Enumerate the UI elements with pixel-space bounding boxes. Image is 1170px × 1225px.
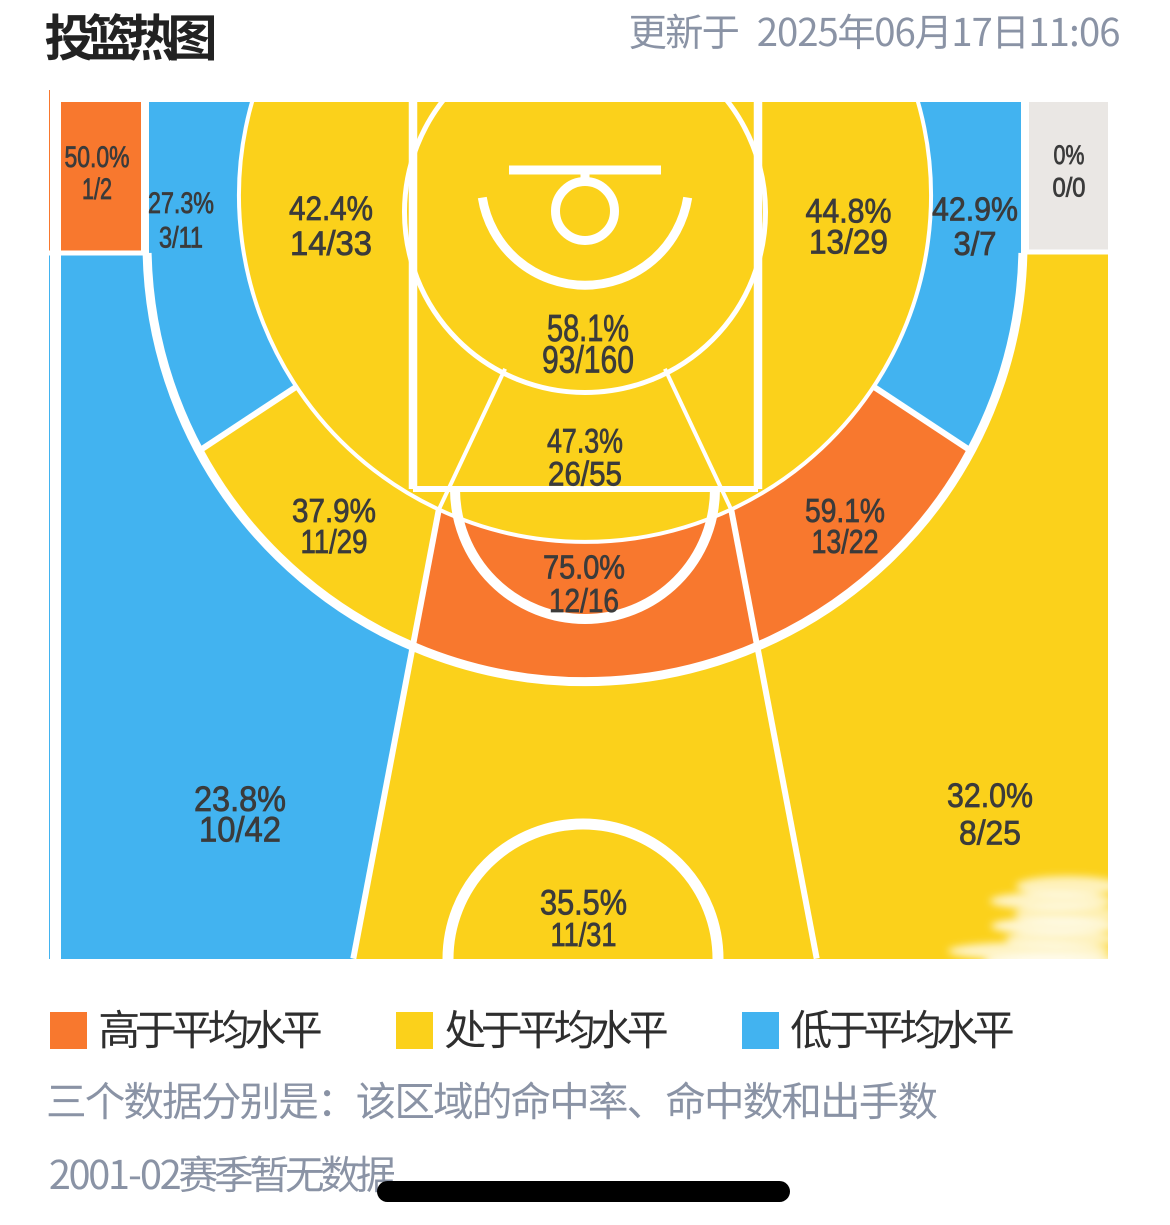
svg-text:8/25: 8/25 [959, 814, 1021, 852]
svg-text:35.5%: 35.5% [540, 884, 627, 923]
svg-text:75.0%: 75.0% [543, 549, 625, 586]
svg-text:14/33: 14/33 [290, 225, 372, 263]
svg-text:0%: 0% [1054, 140, 1085, 170]
svg-text:47.3%: 47.3% [547, 422, 623, 460]
svg-text:13/29: 13/29 [809, 223, 888, 261]
svg-text:3/11: 3/11 [159, 221, 203, 254]
svg-text:11/31: 11/31 [551, 916, 617, 953]
svg-text:26/55: 26/55 [548, 455, 622, 493]
svg-text:0/0: 0/0 [1053, 172, 1086, 202]
svg-text:93/160: 93/160 [542, 339, 634, 381]
svg-text:37.9%: 37.9% [292, 492, 376, 529]
svg-text:44.8%: 44.8% [806, 192, 892, 230]
svg-text:50.0%: 50.0% [65, 141, 130, 174]
svg-text:10/42: 10/42 [199, 811, 281, 850]
svg-text:42.4%: 42.4% [289, 190, 373, 228]
svg-text:12/16: 12/16 [549, 582, 619, 619]
svg-text:32.0%: 32.0% [947, 777, 1033, 815]
svg-text:59.1%: 59.1% [805, 492, 885, 529]
svg-text:23.8%: 23.8% [194, 780, 286, 819]
svg-text:11/29: 11/29 [301, 523, 368, 560]
svg-text:3/7: 3/7 [954, 225, 997, 262]
svg-text:58.1%: 58.1% [547, 308, 629, 350]
svg-text:27.3%: 27.3% [148, 187, 214, 220]
svg-text:13/22: 13/22 [812, 523, 879, 560]
svg-text:42.9%: 42.9% [932, 191, 1018, 228]
svg-text:1/2: 1/2 [82, 173, 112, 206]
